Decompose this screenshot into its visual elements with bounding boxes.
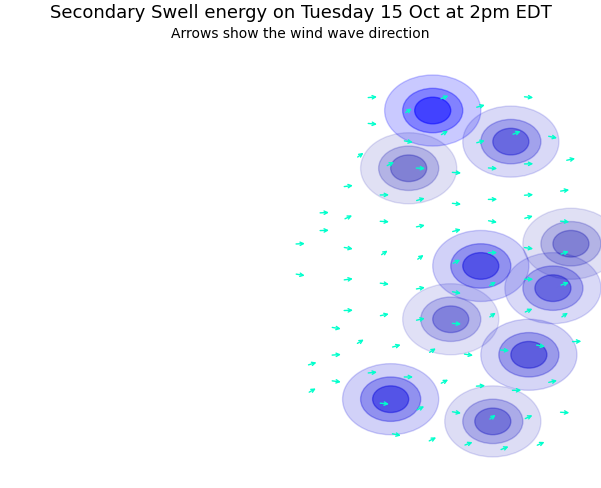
Text: Secondary Swell energy on Tuesday 15 Oct at 2pm EDT: Secondary Swell energy on Tuesday 15 Oct… <box>49 4 552 22</box>
Circle shape <box>535 275 571 302</box>
Circle shape <box>475 408 511 435</box>
Circle shape <box>481 319 577 390</box>
Circle shape <box>385 75 481 146</box>
Circle shape <box>481 120 541 164</box>
Circle shape <box>433 306 469 333</box>
Text: Arrows show the wind wave direction: Arrows show the wind wave direction <box>171 27 430 41</box>
Circle shape <box>373 386 409 412</box>
Circle shape <box>541 222 601 266</box>
Circle shape <box>451 244 511 288</box>
Circle shape <box>403 284 499 355</box>
Circle shape <box>391 155 427 182</box>
Circle shape <box>463 253 499 279</box>
Circle shape <box>421 297 481 342</box>
Circle shape <box>361 133 457 204</box>
Circle shape <box>493 128 529 155</box>
Circle shape <box>505 253 601 324</box>
Circle shape <box>553 230 589 257</box>
Circle shape <box>379 146 439 190</box>
Circle shape <box>523 208 601 279</box>
Circle shape <box>499 333 559 377</box>
Circle shape <box>445 386 541 457</box>
Circle shape <box>463 106 559 177</box>
Circle shape <box>433 230 529 302</box>
Circle shape <box>415 97 451 124</box>
Circle shape <box>523 266 583 310</box>
Circle shape <box>361 377 421 421</box>
Circle shape <box>403 88 463 133</box>
Circle shape <box>511 342 547 368</box>
Circle shape <box>343 364 439 435</box>
Circle shape <box>463 399 523 444</box>
